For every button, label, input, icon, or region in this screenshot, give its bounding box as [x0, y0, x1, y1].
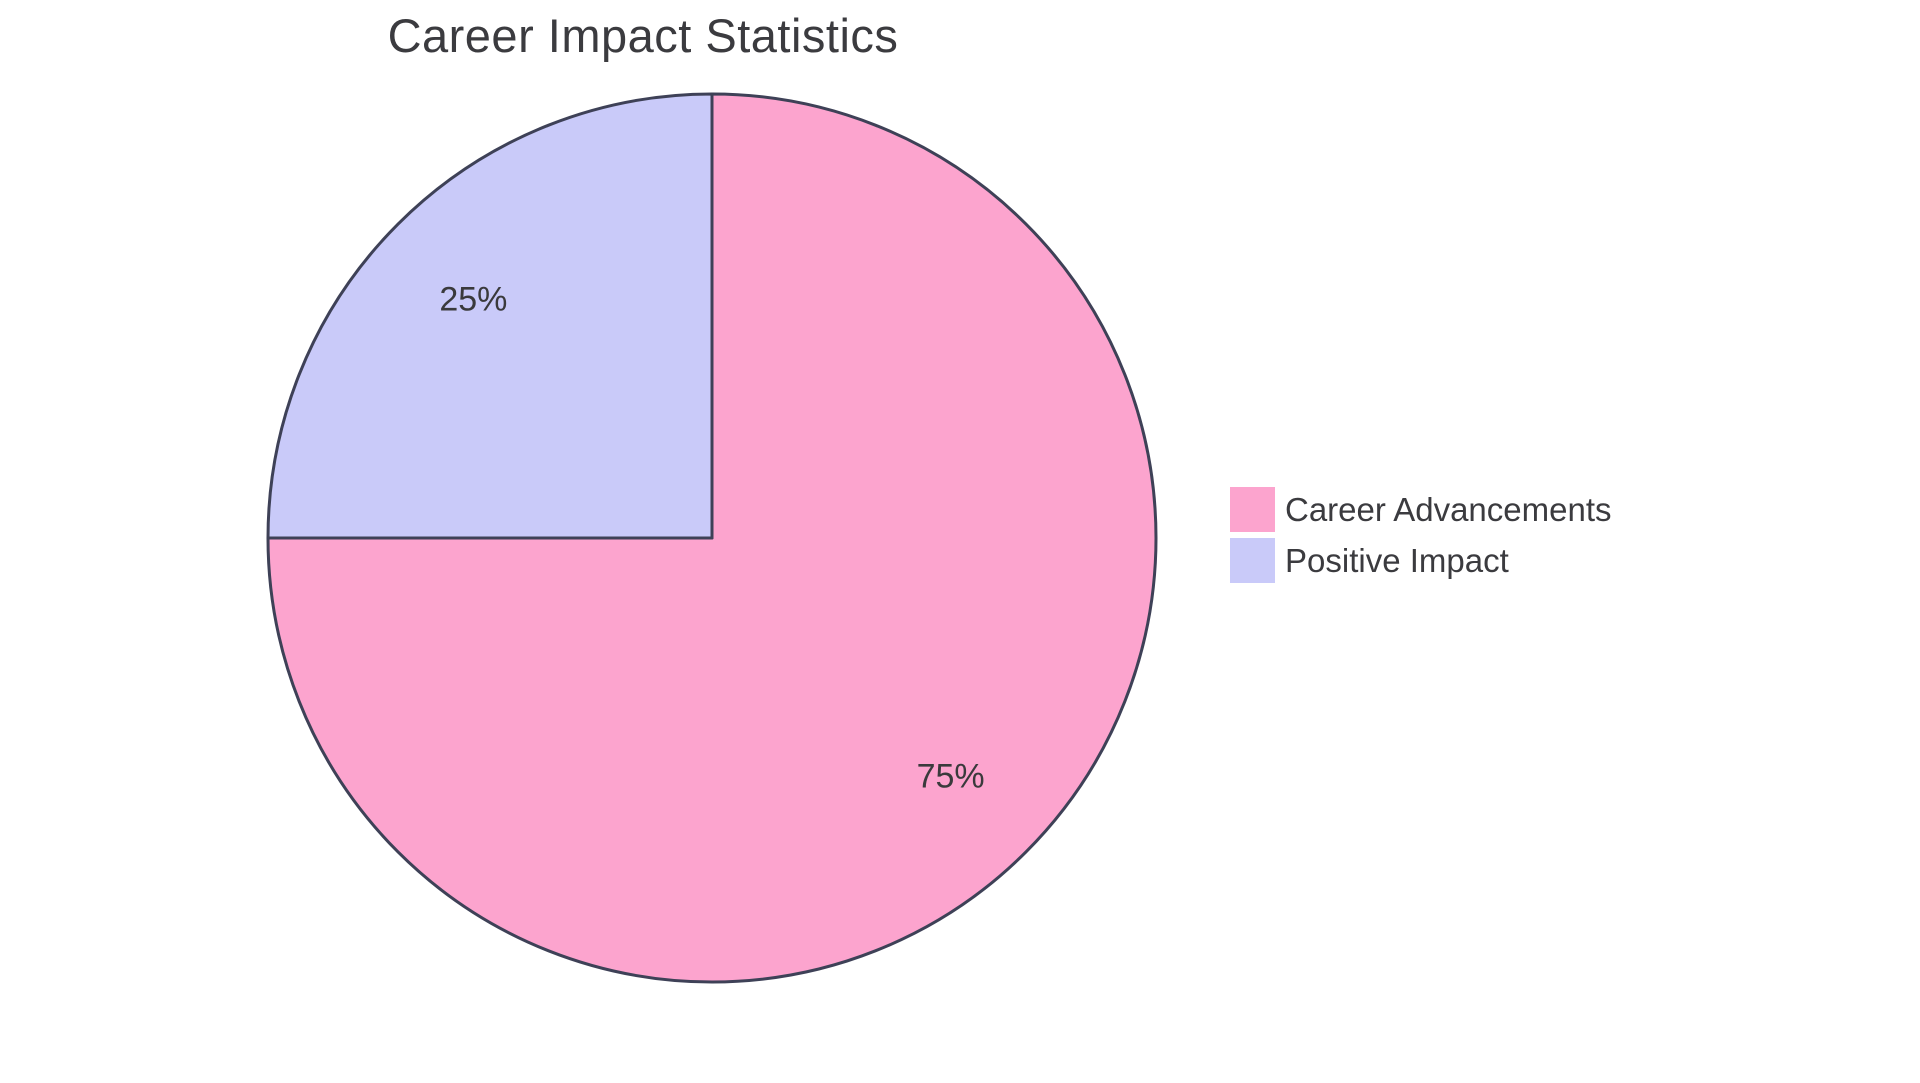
legend-label-career-advancements: Career Advancements	[1285, 490, 1612, 528]
legend-item-career-advancements[interactable]: Career Advancements	[1230, 487, 1612, 532]
slice-value-label-positive-impact: 25%	[439, 280, 507, 318]
pie-slice-positive-impact[interactable]	[266, 92, 714, 540]
legend-swatch-career-advancements[interactable]	[1230, 487, 1275, 532]
legend-swatch-positive-impact[interactable]	[1230, 538, 1275, 583]
legend: Career Advancements Positive Impact	[1230, 487, 1612, 583]
legend-item-positive-impact[interactable]: Positive Impact	[1230, 538, 1612, 583]
chart-title: Career Impact Statistics	[387, 9, 899, 62]
slice-value-label-career-advancements: 75%	[917, 758, 985, 796]
legend-label-positive-impact: Positive Impact	[1285, 541, 1509, 579]
